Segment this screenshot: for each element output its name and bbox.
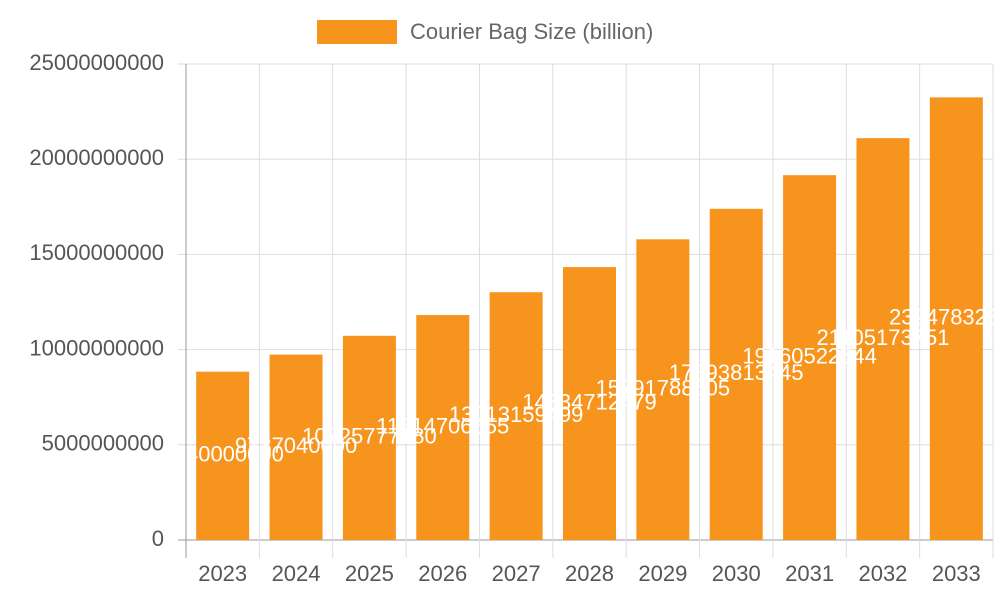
bar [342, 335, 396, 540]
x-tick-label: 2029 [638, 561, 687, 586]
y-tick-label: 15000000000 [29, 240, 164, 265]
data-label: 21105173751 [816, 325, 949, 350]
data-label: 13013159499 [449, 402, 584, 427]
data-label: 14334712479 [522, 389, 657, 414]
bar [709, 208, 763, 541]
x-tick-label: 2023 [198, 561, 247, 586]
y-tick-label: 10000000000 [29, 335, 164, 360]
bar [563, 267, 616, 540]
x-tick-label: 2027 [492, 561, 541, 586]
y-tick-label: 5000000000 [42, 431, 164, 456]
x-tick-label: 2026 [418, 561, 467, 586]
x-tick-label: 2024 [272, 561, 321, 586]
y-tick-label: 0 [152, 526, 164, 551]
x-tick-label: 2030 [712, 561, 761, 586]
bar [856, 138, 910, 541]
bar [489, 292, 543, 540]
data-label: 8840000000 [162, 442, 284, 467]
y-tick-label: 20000000000 [29, 145, 164, 170]
legend: Courier Bag Size (billion) [317, 19, 653, 44]
data-label: 19160522544 [742, 343, 877, 368]
bar [196, 371, 250, 540]
bar [929, 97, 983, 540]
legend-label: Courier Bag Size (billion) [410, 19, 653, 44]
x-tick-label: 2032 [858, 561, 907, 586]
y-tick-label: 25000000000 [29, 50, 164, 75]
data-label: 23247832848 [889, 304, 1000, 329]
data-label: 15791788505 [596, 375, 731, 400]
x-tick-label: 2031 [785, 561, 834, 586]
bar [636, 239, 690, 540]
bar [416, 315, 470, 540]
legend-swatch [317, 20, 397, 44]
data-label: 17393813445 [669, 360, 804, 385]
x-tick-label: 2025 [345, 561, 394, 586]
data-label: 10725777180 [302, 424, 437, 449]
x-tick-label: 2028 [565, 561, 614, 586]
bar [269, 354, 323, 540]
bar [783, 175, 837, 540]
x-tick-label: 2033 [932, 561, 981, 586]
data-label: 11814706655 [376, 413, 509, 438]
data-label: 9737040000 [235, 433, 357, 458]
